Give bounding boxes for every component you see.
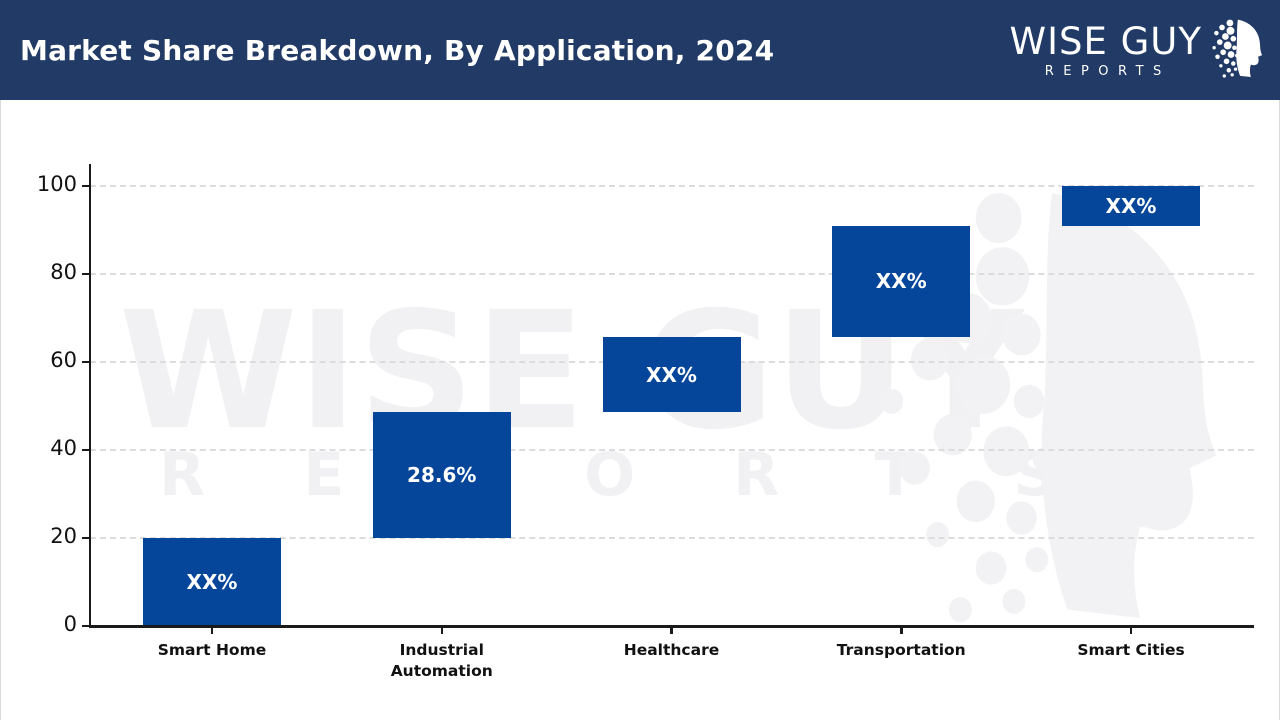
x-axis-line [88,625,1254,628]
y-axis-tick-label: 100 [36,172,77,196]
bar-value-label: 28.6% [407,463,477,488]
x-axis-category-label: Transportation [836,641,966,659]
page-title: Market Share Breakdown, By Application, … [20,33,775,67]
y-axis-tick [82,625,90,628]
bar-segment: 28.6% [372,412,511,538]
y-axis-tick-label: 80 [50,260,77,284]
y-axis-tick-label: 20 [50,524,77,548]
y-axis-tick [82,361,90,364]
gridline-40 [90,449,1254,451]
plot: 0 20 40 60 80 100 XX% 28.6% XX% XX% XX% Smart Home I… [1,100,1279,720]
header-bar: Market Share Breakdown, By Application, … [0,0,1280,100]
bar-segment: XX% [602,336,741,413]
logo-wordmark: WISE GUY [1009,19,1202,63]
x-axis-tick [670,626,673,634]
y-axis-line [88,164,92,627]
y-axis-tick-label: 0 [63,612,77,636]
bar-segment: XX% [1062,186,1200,226]
x-axis-tick [900,626,903,634]
bar-segment: XX% [832,225,971,337]
bar-value-label: XX% [646,362,697,387]
x-axis-tick [210,626,214,634]
y-axis-tick [82,537,90,540]
x-axis-category-label: Smart Cities [1077,641,1185,659]
x-axis-category-label: Industrial Automation [390,641,493,680]
bar-value-label: XX% [1105,193,1157,218]
y-axis-tick-label: 40 [50,436,77,460]
y-axis-tick-label: 60 [50,348,77,372]
logo-text: WISE GUY REPORTS [1010,23,1202,78]
bar-value-label: XX% [875,269,927,294]
bar-value-label: XX% [186,570,238,594]
y-axis-tick [82,273,90,276]
logo-subtext: REPORTS [1044,63,1171,79]
logo-face-icon [1212,19,1263,78]
gridline-20 [90,537,1254,539]
y-axis-tick [82,449,90,452]
bar-segment: XX% [143,538,281,626]
gridline-100 [90,185,1254,187]
x-axis-tick [440,626,443,634]
chart-area: WISE GUY REPORTS 0 20 40 60 80 100 XX% 28.6% XX%… [0,100,1280,720]
x-axis-tick [1129,626,1133,634]
wiseguy-logo: WISE GUY REPORTS [1010,8,1266,92]
x-axis-category-label: Smart Home [157,641,267,659]
gridline-80 [90,273,1254,275]
y-axis-tick [82,185,90,188]
x-axis-category-label: Healthcare [623,641,720,659]
